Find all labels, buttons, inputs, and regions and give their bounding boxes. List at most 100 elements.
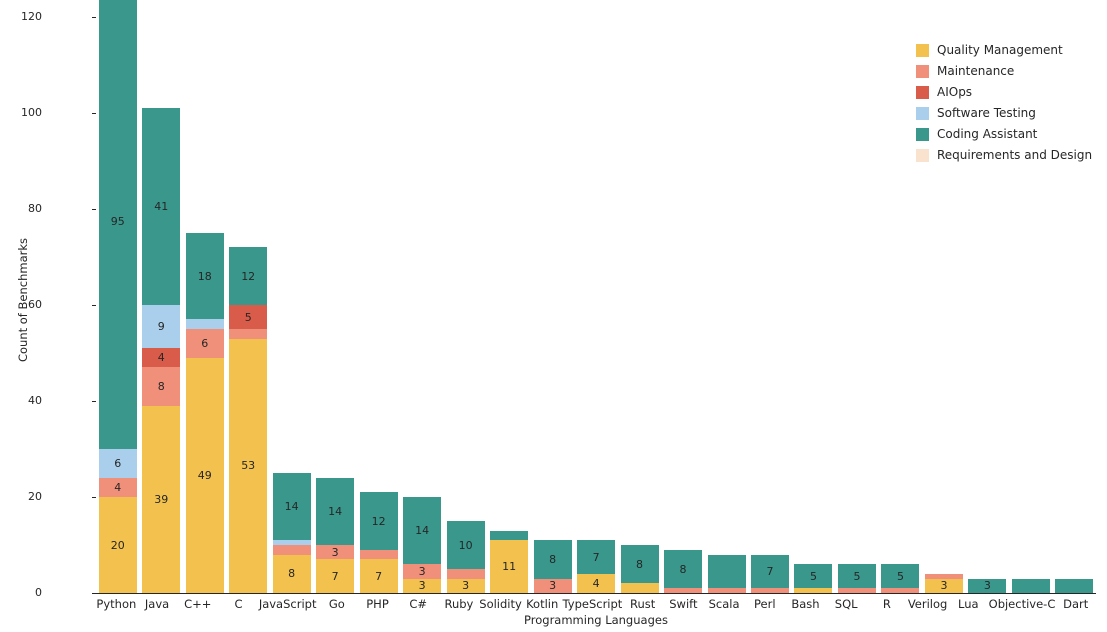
legend-item-aiops: AIOps — [916, 86, 1092, 99]
y-tick-mark — [92, 305, 96, 307]
y-tick-label: 80 — [28, 202, 42, 215]
bar-go: 14 3 7 — [313, 0, 356, 593]
segment-maintenance — [881, 588, 920, 593]
bar-rust: 8 — [618, 0, 661, 593]
segment-coding-assistant: 95 — [98, 0, 137, 450]
segment-coding-assistant: 7 — [577, 540, 616, 574]
segment-coding-assistant — [707, 554, 746, 589]
segment-value-label: 20 — [110, 538, 125, 552]
y-tick-mark — [92, 209, 96, 211]
x-tick-label-scala: Scala — [708, 597, 740, 611]
segment-value-label: 14 — [415, 524, 430, 538]
segment-value-label: 7 — [375, 569, 383, 583]
segment-value-label: 3 — [331, 545, 339, 559]
segment-software-testing — [272, 540, 311, 546]
segment-value-label: 4 — [592, 576, 600, 590]
bar-lua: 3 — [966, 0, 1009, 593]
y-tick-mark — [92, 401, 96, 403]
segment-maintenance — [272, 545, 311, 555]
legend-label: Coding Assistant — [937, 127, 1038, 141]
y-tick-mark — [92, 17, 96, 19]
segment-value-label: 14 — [284, 500, 299, 514]
segment-value-label: 5 — [896, 569, 904, 583]
bar-bash: 5 — [792, 0, 835, 593]
x-tick-label-php: PHP — [366, 597, 389, 611]
segment-software-testing: 9 — [142, 305, 181, 349]
x-tick-label-java: Java — [144, 597, 170, 611]
segment-value-label: 53 — [241, 459, 256, 473]
segment-value-label: 3 — [418, 579, 426, 593]
segment-coding-assistant: 5 — [837, 564, 876, 589]
legend: Quality Management Maintenance AIOps Softwa… — [916, 44, 1092, 170]
legend-swatch-icon — [916, 149, 929, 162]
segment-maintenance — [707, 588, 746, 593]
bar-java: 41 9 4 8 39 — [139, 0, 182, 593]
segment-maintenance — [446, 569, 485, 579]
x-tick-label-python: Python — [96, 597, 137, 611]
legend-item-software-testing: Software Testing — [916, 107, 1092, 120]
bar-dart — [1053, 0, 1096, 593]
segment-maintenance: 8 — [142, 367, 181, 406]
segment-aiops: 5 — [229, 305, 268, 330]
segment-coding-assistant: 8 — [533, 540, 572, 579]
segment-value-label: 12 — [241, 269, 256, 283]
segment-coding-assistant: 3 — [968, 578, 1007, 593]
segment-coding-assistant — [1055, 578, 1094, 593]
legend-item-maintenance: Maintenance — [916, 65, 1092, 78]
x-tick-label-javascript: JavaScript — [258, 597, 317, 611]
y-axis: 0 20 40 60 80 100 120 — [0, 0, 96, 600]
bar-javascript: 14 8 — [270, 0, 313, 593]
legend-label: Requirements and Design — [937, 148, 1093, 162]
segment-value-label: 41 — [154, 200, 169, 214]
segment-value-label: 14 — [328, 504, 343, 518]
segment-value-label: 4 — [114, 480, 122, 494]
segment-value-label: 3 — [418, 564, 426, 578]
plot-area: 95 6 4 20 41 9 4 8 39 18 6 49 12 5 53 14 8 14 3 7 12 7 14 3 3 10 3… — [96, 0, 1096, 594]
segment-maintenance — [924, 573, 963, 579]
y-tick-label: 100 — [21, 106, 42, 119]
segment-coding-assistant: 14 — [316, 477, 355, 546]
segment-coding-assistant — [1011, 578, 1050, 593]
segment-maintenance — [751, 588, 789, 593]
segment-value-label: 8 — [549, 552, 557, 566]
bar-solidity: 11 — [487, 0, 530, 593]
segment-value-label: 5 — [244, 310, 252, 324]
x-tick-label-objective-c: Objective-C — [988, 597, 1056, 611]
x-tick-label-go: Go — [328, 597, 345, 611]
y-tick-label: 40 — [28, 394, 42, 407]
x-tick-label-bash: Bash — [791, 597, 820, 611]
segment-value-label: 5 — [853, 569, 861, 583]
segment-maintenance: 4 — [98, 477, 137, 497]
bar-swift: 8 — [661, 0, 704, 593]
bar-sql: 5 — [835, 0, 878, 593]
segment-coding-assistant: 12 — [229, 247, 268, 306]
x-tick-label-lua: Lua — [958, 597, 979, 611]
segment-value-label: 7 — [592, 550, 600, 564]
segment-quality-management: 7 — [316, 559, 355, 593]
segment-coding-assistant: 8 — [664, 549, 703, 589]
bar-php: 12 7 — [357, 0, 400, 593]
segment-software-testing: 6 — [98, 449, 137, 478]
segment-value-label: 18 — [197, 269, 212, 283]
segment-quality-management — [620, 583, 659, 593]
segment-maintenance — [664, 588, 703, 593]
segment-value-label: 8 — [157, 380, 165, 394]
segment-quality-management: 8 — [272, 554, 311, 593]
segment-quality-management: 39 — [142, 405, 181, 593]
legend-item-requirements-and-design: Requirements and Design — [916, 149, 1092, 162]
x-tick-label-typescript: TypeScript — [562, 597, 623, 611]
segment-coding-assistant: 12 — [359, 492, 398, 550]
bar-c: 14 3 3 — [400, 0, 443, 593]
segment-maintenance: 3 — [533, 578, 572, 593]
x-tick-label-sql: SQL — [834, 597, 858, 611]
segment-maintenance — [359, 549, 398, 560]
bar-ruby: 10 3 — [444, 0, 487, 593]
x-tick-label-c: C# — [409, 597, 428, 611]
x-tick-label-verilog: Verilog — [907, 597, 948, 611]
segment-quality-management: 3 — [403, 578, 442, 593]
segment-value-label: 8 — [679, 562, 687, 576]
bar-c: 18 6 49 — [183, 0, 226, 593]
segment-coding-assistant: 14 — [403, 497, 442, 565]
